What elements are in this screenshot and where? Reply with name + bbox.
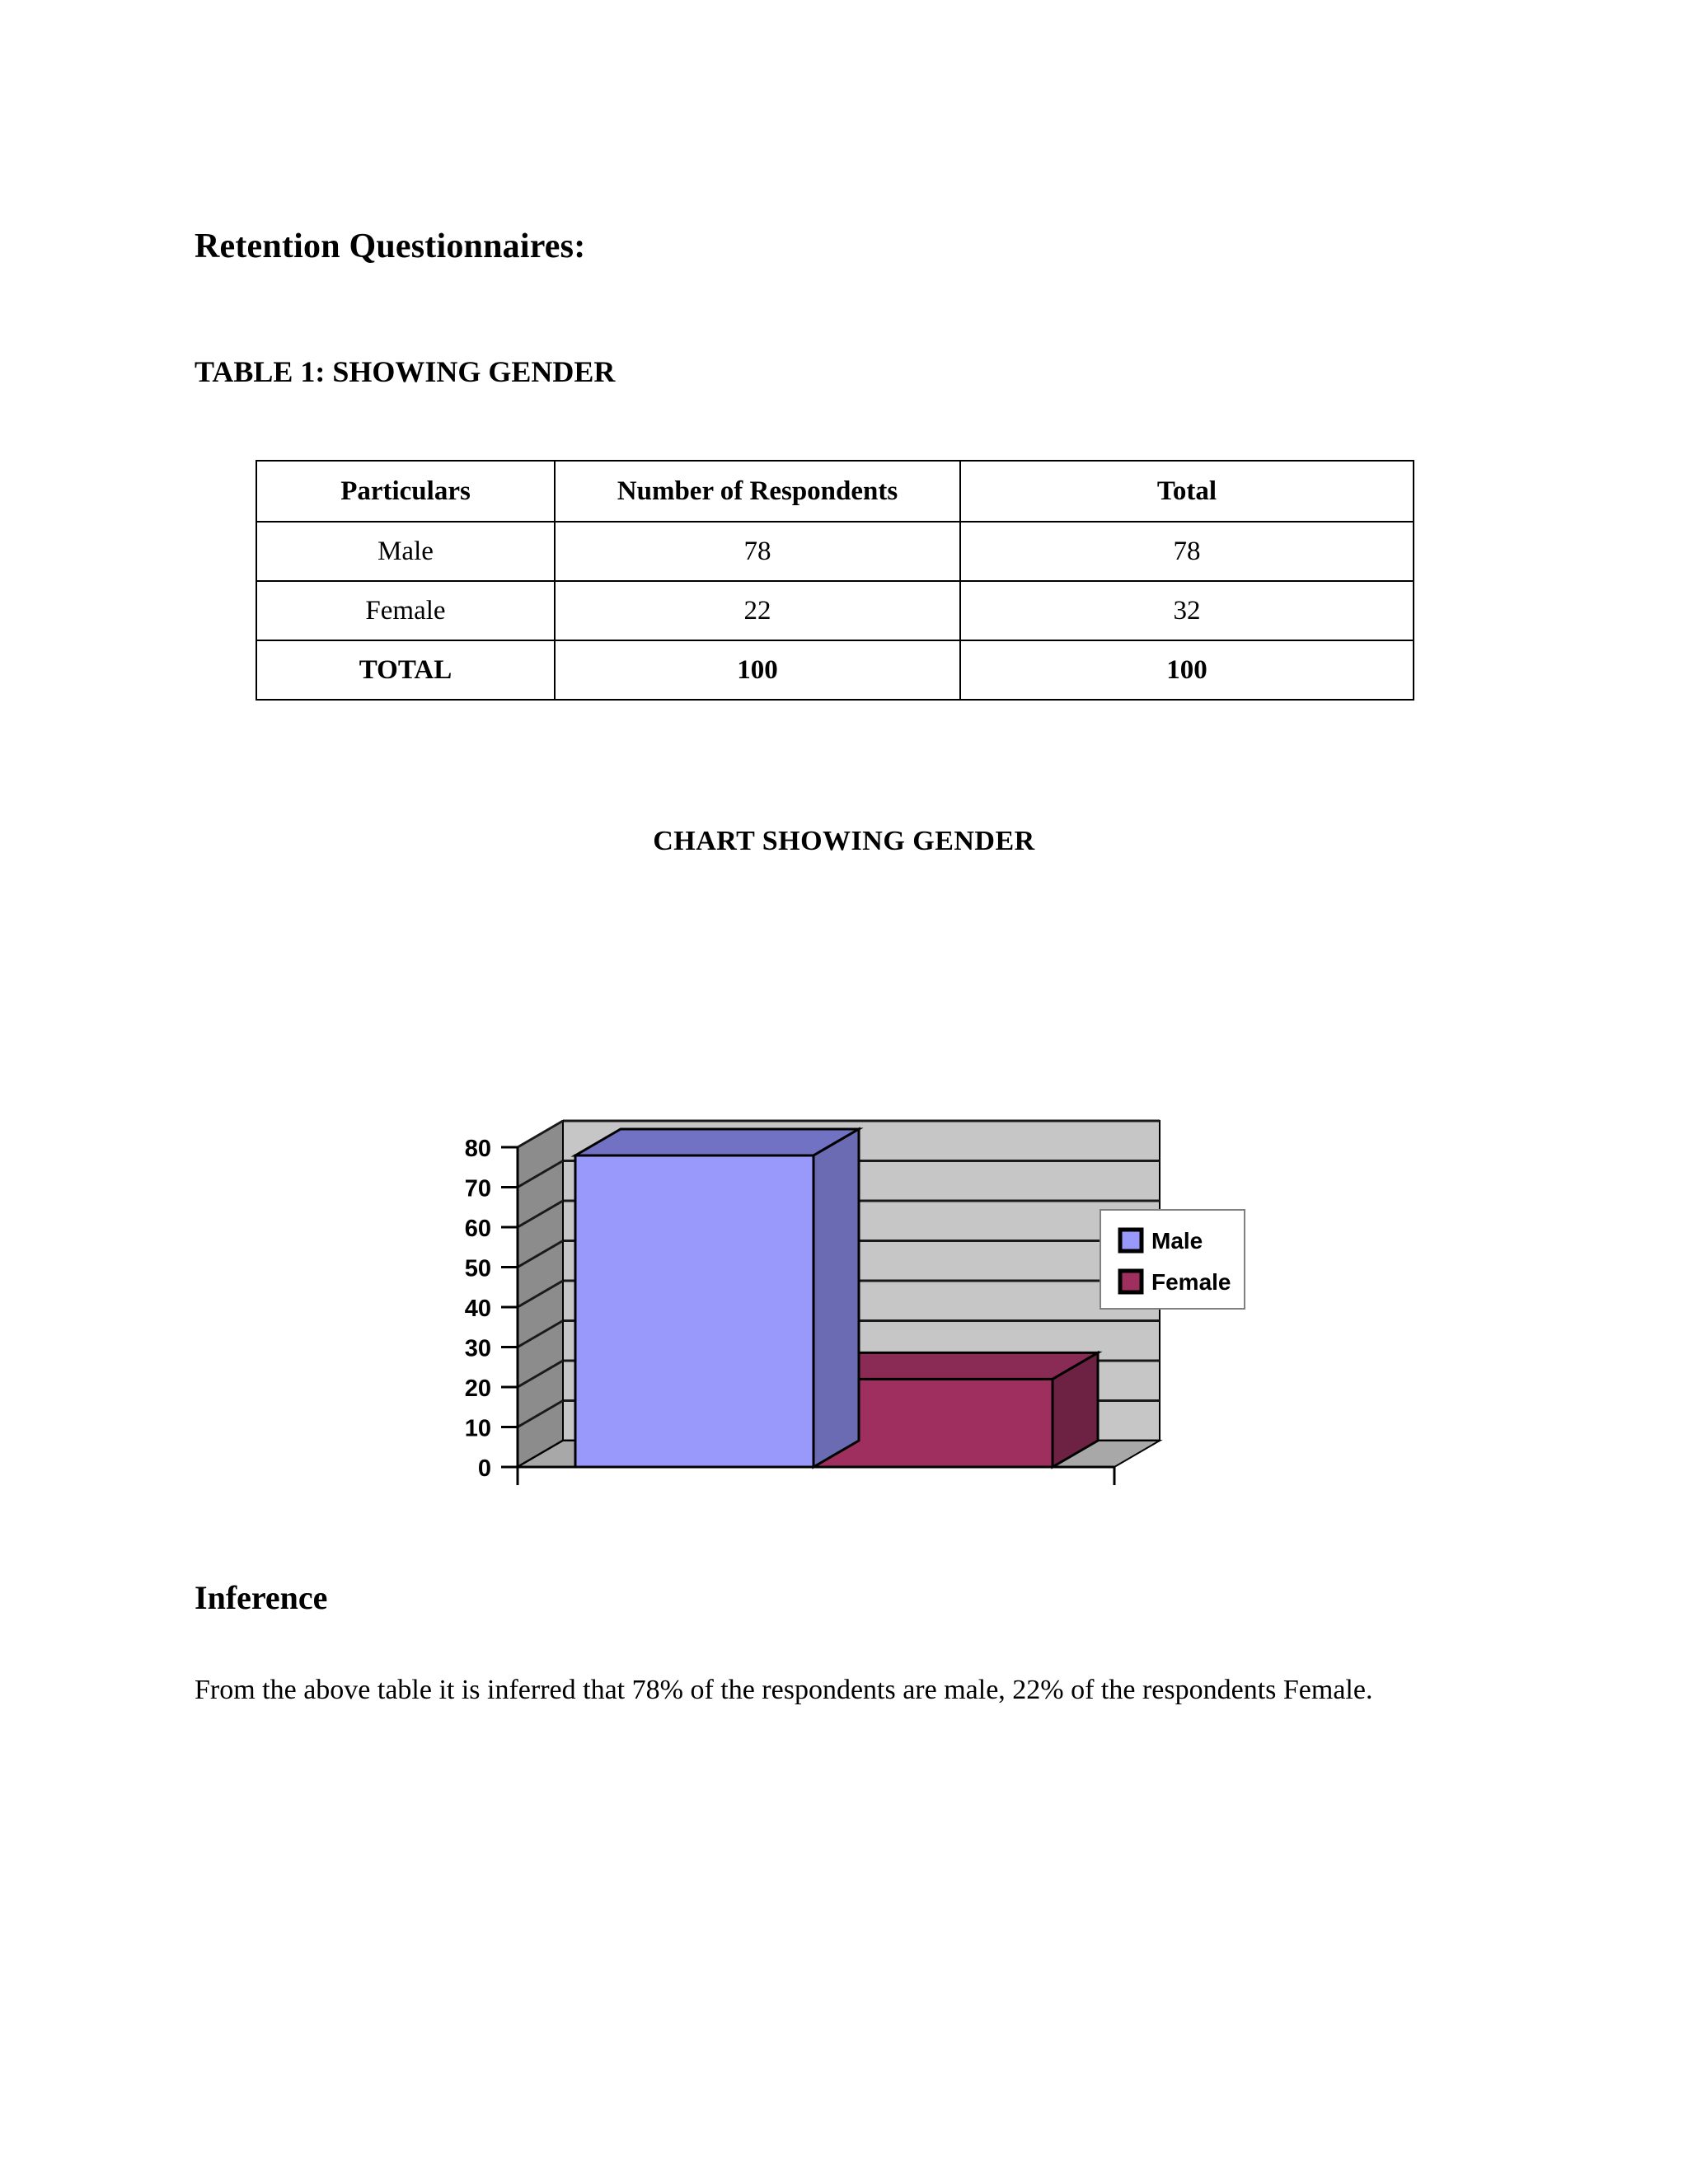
value-axis <box>501 1146 519 1469</box>
legend-label-female: Female <box>1151 1269 1231 1295</box>
table-row: Male 78 78 <box>256 521 1414 582</box>
table-total-row: TOTAL 100 100 <box>256 640 1414 701</box>
gender-table-wrapper: Particulars Number of Respondents Total … <box>256 460 1414 701</box>
column-header-respondents: Number of Respondents <box>554 460 961 523</box>
cell-total-total: 100 <box>959 640 1414 701</box>
ytick-80: 80 <box>465 1136 491 1162</box>
category-axis <box>516 1465 1116 1485</box>
ytick-60: 60 <box>465 1216 491 1242</box>
cell-respondents-total: 100 <box>554 640 961 701</box>
ytick-0: 0 <box>478 1455 491 1482</box>
inference-paragraph: From the above table it is inferred that… <box>195 1675 1373 1705</box>
gender-3d-column-chart: 80 70 60 50 40 30 20 10 0 Male Femal <box>396 972 1269 1549</box>
bar-male <box>570 1127 864 1469</box>
legend-label-male: Male <box>1151 1228 1203 1254</box>
ytick-50: 50 <box>465 1256 491 1282</box>
chart-title: CHART SHOWING GENDER <box>653 826 1035 856</box>
ytick-40: 40 <box>465 1296 491 1322</box>
ytick-10: 10 <box>465 1416 491 1442</box>
gender-table: Particulars Number of Respondents Total … <box>256 460 1414 701</box>
cell-total: 78 <box>959 521 1414 582</box>
value-axis-labels: 80 70 60 50 40 30 20 10 0 <box>465 1136 491 1482</box>
ytick-20: 20 <box>465 1376 491 1402</box>
cell-respondents: 78 <box>554 521 961 582</box>
inference-heading: Inference <box>195 1579 328 1616</box>
cell-particulars: Female <box>256 580 556 641</box>
chart-legend: Male Female <box>1100 1209 1245 1310</box>
table-row: Female 22 32 <box>256 580 1414 641</box>
legend-item-female: Female <box>1118 1268 1231 1295</box>
page-title: Retention Questionnaires: <box>195 227 586 265</box>
cell-particulars: Male <box>256 521 556 582</box>
chart-left-wall <box>517 1119 564 1469</box>
column-header-total: Total <box>959 460 1414 523</box>
column-header-particulars: Particulars <box>256 460 556 523</box>
ytick-70: 70 <box>465 1176 491 1202</box>
cell-particulars-total: TOTAL <box>256 640 556 701</box>
table-heading: TABLE 1: SHOWING GENDER <box>195 355 616 388</box>
ytick-30: 30 <box>465 1336 491 1362</box>
table-header-row: Particulars Number of Respondents Total <box>256 460 1414 523</box>
cell-total: 32 <box>959 580 1414 641</box>
cell-respondents: 22 <box>554 580 961 641</box>
legend-item-male: Male <box>1118 1227 1203 1254</box>
